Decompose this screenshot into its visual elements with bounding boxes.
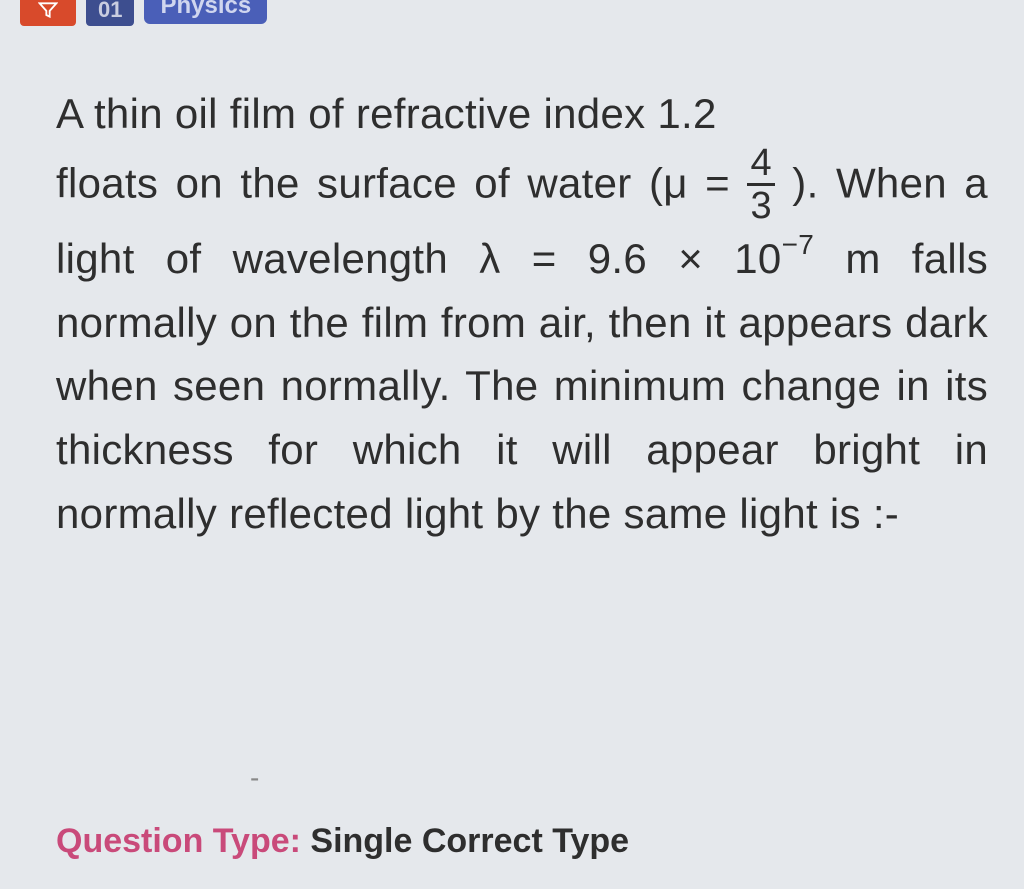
question-header: 01 Physics bbox=[0, 0, 1024, 26]
exponent: −7 bbox=[782, 229, 815, 260]
fraction-denominator: 3 bbox=[750, 186, 771, 225]
subject-badge: Physics bbox=[144, 0, 267, 24]
question-type-label: Question Type: bbox=[56, 822, 301, 860]
filter-badge[interactable] bbox=[20, 0, 76, 26]
fraction-mu: 43 bbox=[747, 144, 774, 225]
question-line-1: A thin oil film of refractive index 1.2 bbox=[56, 90, 717, 137]
fraction-numerator: 4 bbox=[747, 144, 774, 186]
question-number: 01 bbox=[98, 0, 122, 23]
subject-label: Physics bbox=[160, 0, 251, 20]
decorative-dash: - bbox=[250, 762, 259, 794]
question-number-badge: 01 bbox=[86, 0, 134, 26]
question-type-footer: Question Type: Single Correct Type bbox=[56, 822, 629, 861]
question-type-value: Single Correct Type bbox=[301, 822, 629, 860]
question-part-2a: floats on the surface of water (μ = bbox=[56, 159, 747, 206]
filter-icon bbox=[38, 1, 58, 19]
question-text: A thin oil film of refractive index 1.2 … bbox=[0, 26, 1024, 546]
